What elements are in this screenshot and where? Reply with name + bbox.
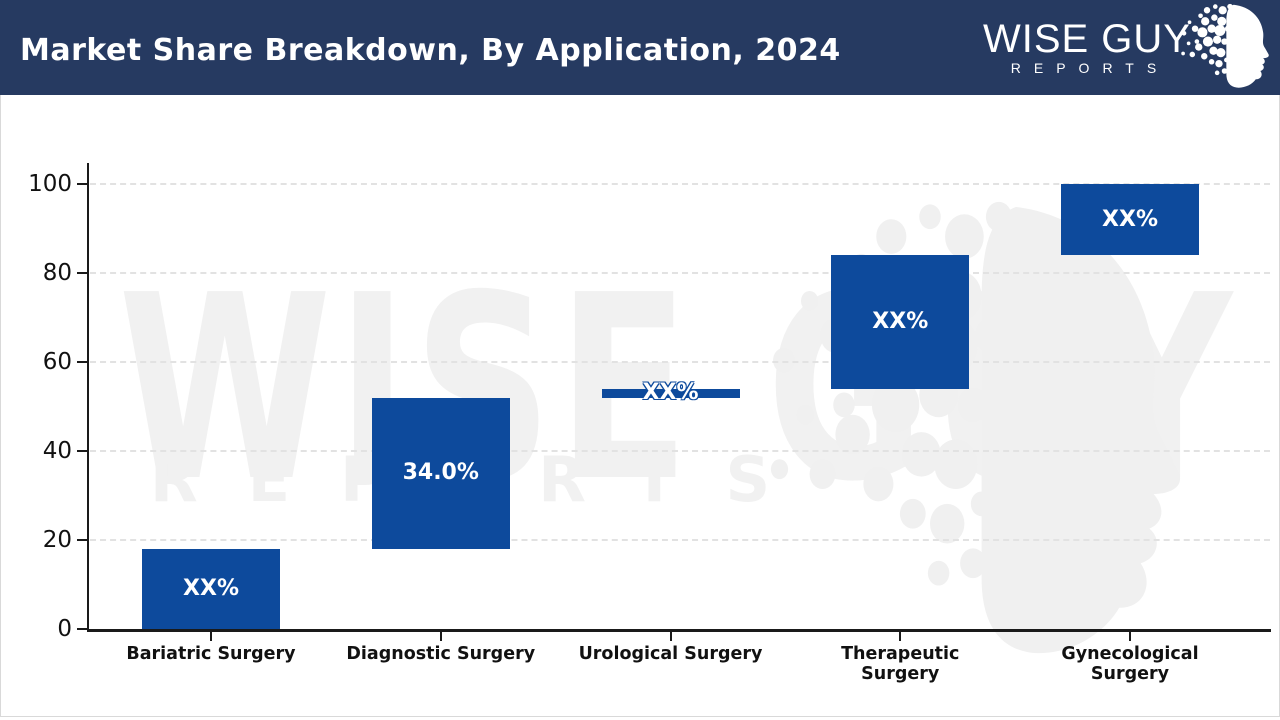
y-tick-label: 60 <box>42 349 72 375</box>
logo-wordmark: WISE GUY <box>982 17 1191 61</box>
y-tick-label: 80 <box>42 260 72 286</box>
gridline <box>90 539 1270 541</box>
y-axis-tick <box>77 272 87 274</box>
bar-value-label: XX% <box>642 380 699 406</box>
bar-value-label: XX% <box>1102 206 1158 232</box>
category-label: Therapeutic Surgery <box>841 644 960 684</box>
x-axis-spine <box>87 629 1271 632</box>
y-axis-tick <box>77 539 87 541</box>
y-axis-tick <box>77 628 87 630</box>
dotted-head-profile-icon <box>1181 3 1269 88</box>
y-axis-spine <box>87 163 89 632</box>
logo-text: WISE GUY REPORTS <box>983 19 1191 76</box>
logo-subtext: REPORTS <box>1010 60 1170 76</box>
x-axis-tick <box>439 632 442 641</box>
x-axis-tick <box>669 632 672 641</box>
page-title: Market Share Breakdown, By Application, … <box>20 33 841 68</box>
y-axis-tick <box>77 183 87 185</box>
bar-value-label: XX% <box>183 575 239 601</box>
category-label: Gynecological Surgery <box>1061 644 1199 684</box>
page-left-border <box>0 95 1 717</box>
y-tick-label: 40 <box>42 438 72 464</box>
gridline <box>90 183 1270 185</box>
y-axis-tick <box>77 361 87 363</box>
y-tick-label: 100 <box>28 171 72 197</box>
x-axis-tick <box>1129 632 1131 641</box>
page-bottom-border <box>0 716 1280 717</box>
bar-value-label: 34.0% <box>402 460 479 486</box>
bar-bariatric-surgery <box>142 548 280 629</box>
x-axis-tick <box>899 632 902 641</box>
bar-value-label: XX% <box>872 308 929 334</box>
wise-guy-logo: WISE GUY REPORTS <box>983 0 1272 95</box>
y-axis-tick <box>77 450 87 452</box>
y-tick-label: 20 <box>42 527 72 553</box>
gridline <box>90 272 1270 274</box>
header-bar: Market Share Breakdown, By Application, … <box>0 0 1280 95</box>
category-label: Bariatric Surgery <box>126 644 296 664</box>
y-tick-label: 0 <box>57 616 72 642</box>
bar-urological-surgery <box>601 388 740 398</box>
category-label: Diagnostic Surgery <box>346 644 536 664</box>
gridline <box>90 450 1270 452</box>
category-label: Urological Surgery <box>578 644 763 664</box>
gridline <box>90 361 1270 363</box>
logo-head-shapes <box>1181 3 1269 88</box>
x-axis-tick <box>210 632 212 641</box>
bar-diagnostic-surgery <box>371 397 510 549</box>
